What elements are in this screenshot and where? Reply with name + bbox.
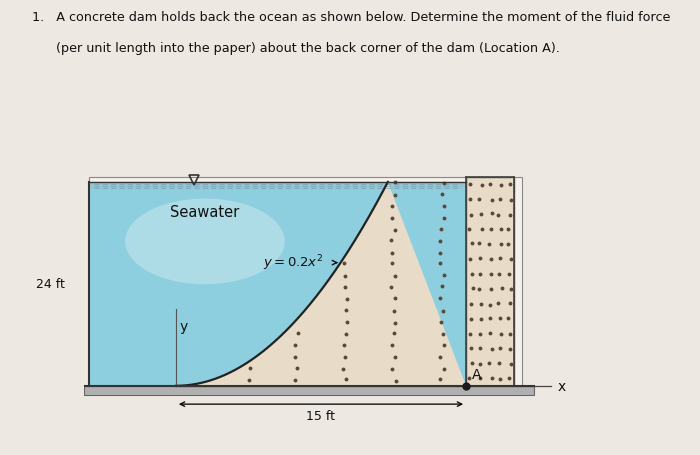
Bar xyxy=(466,177,514,386)
Text: Seawater: Seawater xyxy=(170,205,239,220)
Text: $y = 0.2x^2$: $y = 0.2x^2$ xyxy=(263,253,323,273)
Ellipse shape xyxy=(125,199,285,284)
Bar xyxy=(89,182,466,190)
Text: 15 ft: 15 ft xyxy=(307,410,335,422)
Bar xyxy=(89,182,466,386)
Text: y: y xyxy=(179,319,188,334)
Polygon shape xyxy=(176,182,466,386)
Text: x: x xyxy=(558,379,566,393)
Text: A: A xyxy=(472,367,482,381)
Bar xyxy=(84,386,534,395)
Text: 1.   A concrete dam holds back the ocean as shown below. Determine the moment of: 1. A concrete dam holds back the ocean a… xyxy=(32,11,670,25)
Bar xyxy=(89,177,522,389)
Text: (per unit length into the paper) about the back corner of the dam (Location A).: (per unit length into the paper) about t… xyxy=(32,42,559,55)
Text: 24 ft: 24 ft xyxy=(36,278,64,291)
